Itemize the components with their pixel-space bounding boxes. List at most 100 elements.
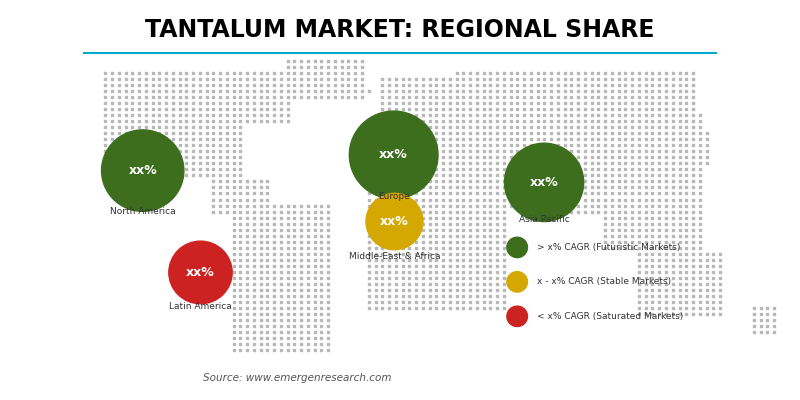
Point bbox=[227, 94, 240, 100]
Point bbox=[504, 160, 517, 166]
Point bbox=[572, 166, 585, 172]
Point bbox=[586, 166, 598, 172]
Point bbox=[464, 94, 477, 100]
Point bbox=[606, 184, 618, 191]
Point bbox=[545, 76, 558, 82]
Point bbox=[396, 178, 409, 185]
Point bbox=[686, 311, 699, 317]
Point bbox=[659, 184, 672, 191]
Point bbox=[302, 256, 314, 263]
Point bbox=[666, 148, 679, 154]
Point bbox=[666, 244, 679, 251]
Point bbox=[382, 106, 395, 112]
Point bbox=[673, 238, 686, 245]
Point bbox=[639, 299, 652, 305]
Point bbox=[410, 106, 422, 112]
Point bbox=[633, 202, 646, 209]
Point bbox=[160, 76, 173, 82]
Point bbox=[207, 166, 220, 172]
Point bbox=[518, 142, 530, 148]
Point bbox=[498, 130, 510, 136]
Point bbox=[376, 190, 389, 197]
Point bbox=[403, 293, 416, 299]
Point bbox=[430, 196, 442, 203]
Point bbox=[470, 148, 483, 154]
Point bbox=[390, 244, 402, 251]
Point bbox=[322, 275, 334, 281]
Point bbox=[186, 100, 199, 106]
Point bbox=[308, 82, 321, 88]
Point bbox=[294, 238, 307, 245]
Point bbox=[680, 106, 693, 112]
Point bbox=[99, 154, 112, 160]
Point bbox=[592, 154, 605, 160]
Point bbox=[315, 293, 328, 299]
Point bbox=[329, 58, 342, 64]
Text: Middle-East & Africa: Middle-East & Africa bbox=[349, 252, 440, 260]
Point bbox=[308, 208, 321, 215]
Point bbox=[207, 190, 220, 197]
Point bbox=[126, 88, 138, 94]
Point bbox=[335, 82, 348, 88]
Point bbox=[288, 202, 301, 209]
Point bbox=[227, 208, 240, 215]
Point bbox=[261, 347, 274, 354]
Point bbox=[457, 94, 470, 100]
Point bbox=[551, 88, 564, 94]
Point bbox=[680, 263, 693, 269]
Point bbox=[680, 311, 693, 317]
Point bbox=[450, 178, 463, 185]
Point bbox=[653, 100, 666, 106]
Point bbox=[241, 178, 254, 185]
Point bbox=[302, 64, 314, 70]
Point bbox=[551, 172, 564, 179]
Point bbox=[268, 329, 281, 335]
Point bbox=[254, 256, 267, 263]
Point bbox=[282, 106, 294, 112]
Point bbox=[686, 299, 699, 305]
Point bbox=[376, 220, 389, 227]
Point bbox=[592, 136, 605, 142]
Point bbox=[200, 160, 213, 166]
Point bbox=[578, 202, 591, 209]
Point bbox=[376, 148, 389, 154]
Point bbox=[99, 130, 112, 136]
Point bbox=[302, 347, 314, 354]
Point bbox=[186, 142, 199, 148]
Point bbox=[443, 172, 456, 179]
Point bbox=[416, 190, 429, 197]
Point bbox=[423, 112, 436, 118]
Point bbox=[423, 250, 436, 257]
Point bbox=[653, 275, 666, 281]
Point bbox=[659, 256, 672, 263]
Point bbox=[464, 76, 477, 82]
Point bbox=[160, 124, 173, 130]
Point bbox=[504, 184, 517, 191]
Point bbox=[194, 148, 206, 154]
Point bbox=[612, 94, 625, 100]
Point bbox=[666, 88, 679, 94]
Point bbox=[369, 305, 382, 311]
Point bbox=[282, 208, 294, 215]
Point bbox=[592, 130, 605, 136]
Point bbox=[437, 124, 450, 130]
Point bbox=[241, 226, 254, 233]
Point bbox=[626, 94, 638, 100]
Point bbox=[457, 130, 470, 136]
Point bbox=[423, 172, 436, 179]
Point bbox=[382, 299, 395, 305]
Point bbox=[639, 244, 652, 251]
Point bbox=[322, 94, 334, 100]
Text: xx%: xx% bbox=[379, 148, 408, 162]
Point bbox=[498, 184, 510, 191]
Point bbox=[254, 70, 267, 76]
Point bbox=[234, 311, 246, 317]
Point bbox=[443, 220, 456, 227]
Point bbox=[403, 281, 416, 287]
Point bbox=[484, 305, 497, 311]
Point bbox=[450, 293, 463, 299]
Point bbox=[254, 190, 267, 197]
Point bbox=[470, 136, 483, 142]
Point bbox=[247, 287, 260, 293]
Point bbox=[646, 148, 659, 154]
